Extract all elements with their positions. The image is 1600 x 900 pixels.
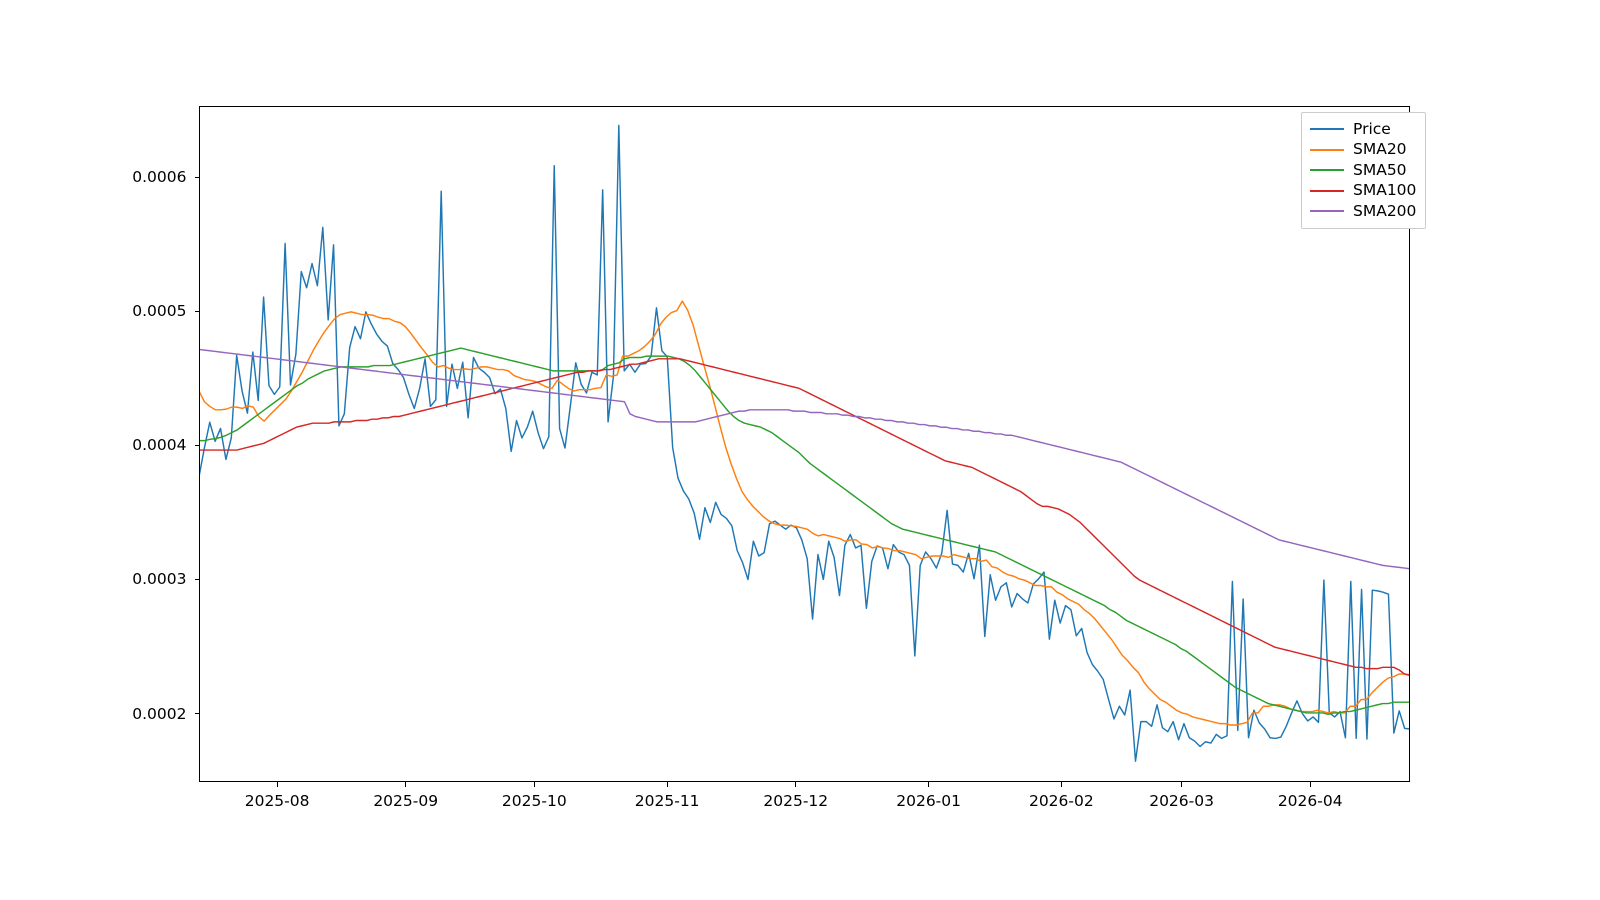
x-tick-label: 2026-01: [896, 792, 961, 810]
chart-legend: Price SMA20 SMA50 SMA100 SMA200: [1301, 112, 1427, 229]
x-tick-mark: [666, 782, 668, 787]
x-tick-label: 2025-11: [634, 792, 700, 810]
x-tick-label: 2026-02: [1028, 792, 1094, 810]
y-tick-mark: [194, 578, 199, 580]
legend-color-swatch: [1310, 169, 1344, 172]
legend-item-sma200[interactable]: SMA200: [1310, 201, 1416, 222]
x-tick-label: 2025-09: [373, 792, 439, 810]
x-tick-label: 2026-04: [1277, 792, 1343, 810]
x-tick-label: 2025-08: [244, 792, 310, 810]
series-line-sma100: [199, 358, 1410, 677]
legend-item-sma20[interactable]: SMA20: [1310, 140, 1416, 161]
x-tick-mark: [533, 782, 535, 787]
legend-color-swatch: [1310, 148, 1344, 151]
y-tick-label: 0.0005: [132, 302, 187, 321]
legend-item-price[interactable]: Price: [1310, 119, 1416, 140]
y-tick-mark: [194, 310, 199, 312]
y-tick-mark: [194, 444, 199, 446]
x-tick-mark: [1309, 782, 1311, 787]
y-tick-label: 0.0006: [132, 168, 187, 187]
y-tick-mark: [194, 176, 199, 178]
series-line-sma20: [199, 300, 1410, 726]
x-tick-label: 2025-12: [763, 792, 829, 810]
legend-item-sma100[interactable]: SMA100: [1310, 181, 1416, 202]
y-tick-label: 0.0002: [132, 704, 187, 723]
y-tick-label: 0.0003: [132, 570, 187, 589]
x-tick-mark: [795, 782, 797, 787]
y-tick-mark: [194, 713, 199, 715]
axes-spines: [199, 106, 1410, 782]
legend-color-swatch: [1310, 189, 1344, 192]
legend-item-sma50[interactable]: SMA50: [1310, 160, 1416, 181]
legend-color-swatch: [1310, 128, 1344, 131]
plot-area: [199, 106, 1410, 782]
x-tick-mark: [405, 782, 407, 787]
series-line-sma200: [199, 348, 1410, 570]
legend-color-swatch: [1310, 210, 1344, 213]
x-tick-label: 2025-10: [501, 792, 567, 810]
x-tick-mark: [1181, 782, 1183, 787]
chart-lines: [199, 124, 1410, 762]
y-tick-label: 0.0004: [132, 436, 187, 455]
legend-label: SMA20: [1353, 140, 1407, 158]
x-tick-mark: [276, 782, 278, 787]
legend-label: SMA50: [1353, 160, 1407, 179]
legend-label: Price: [1353, 119, 1391, 138]
series-line-sma50: [199, 347, 1410, 715]
x-tick-label: 2026-03: [1149, 792, 1214, 810]
x-tick-mark: [1060, 782, 1062, 787]
x-tick-mark: [928, 782, 930, 787]
legend-label: SMA200: [1353, 201, 1417, 220]
legend-label: SMA100: [1353, 181, 1417, 199]
